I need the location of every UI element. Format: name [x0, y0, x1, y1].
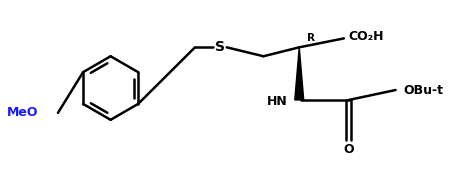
Text: CO₂H: CO₂H [348, 30, 384, 43]
Polygon shape [295, 47, 304, 100]
Text: MeO: MeO [7, 106, 38, 119]
Text: R: R [307, 33, 315, 43]
Text: HN: HN [267, 95, 288, 108]
Text: OBu-t: OBu-t [403, 83, 443, 97]
Text: O: O [343, 143, 354, 156]
Text: S: S [215, 40, 225, 54]
